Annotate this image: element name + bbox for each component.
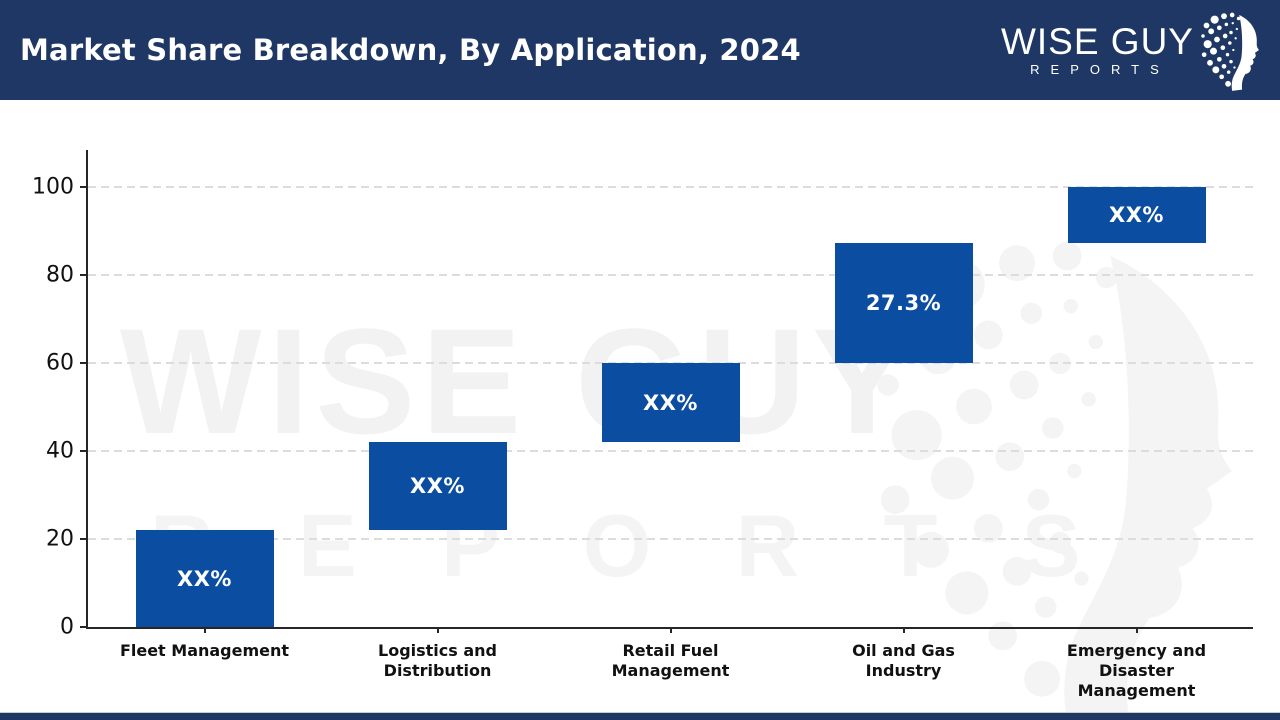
gridline-y-80 (88, 274, 1253, 276)
x-category-label-oil-and-gas-industry: Oil and Gas Industry (852, 641, 955, 680)
y-tick-100 (80, 186, 88, 188)
y-tick-40 (80, 450, 88, 452)
y-tick-60 (80, 362, 88, 364)
bar-value-label: XX% (643, 390, 698, 415)
bar-value-label: XX% (1109, 202, 1164, 227)
chart-area: WISE GUY R E P O R T S 0 20 40 60 80 100 XX% XX… (0, 100, 1280, 712)
brand-logo-text: WISE GUY REPORTS (1001, 23, 1194, 77)
y-tick-label-40: 40 (46, 438, 74, 464)
bar-oil-and-gas-industry: 27.3% (834, 242, 973, 363)
bar-logistics-and-distribution: XX% (368, 442, 507, 531)
x-tick-4 (1135, 627, 1138, 633)
bar-value-label: XX% (410, 474, 465, 499)
y-tick-label-20: 20 (46, 526, 74, 552)
brand-head-icon (1196, 9, 1266, 91)
bar-value-label: XX% (177, 566, 232, 591)
gridline-y-20 (88, 538, 1253, 540)
brand-subname: REPORTS (1030, 62, 1170, 77)
gridline-y-100 (88, 186, 1253, 188)
x-category-label-logistics-and-distribution: Logistics and Distribution (378, 641, 497, 680)
x-category-label-retail-fuel-management: Retail Fuel Management (611, 641, 730, 680)
watermark-brand-text: WISE GUY (120, 297, 919, 465)
bar-retail-fuel-management: XX% (601, 363, 740, 443)
bar-emergency-and-disaster-management: XX% (1067, 187, 1206, 243)
gridline-y-40 (88, 450, 1253, 452)
x-category-label-fleet-management: Fleet Management (119, 641, 290, 660)
brand-name: WISE GUY (1000, 21, 1194, 62)
y-tick-label-0: 0 (60, 614, 74, 640)
page-title: Market Share Breakdown, By Application, … (20, 33, 801, 67)
x-tick-1 (436, 627, 439, 633)
y-tick-20 (80, 538, 88, 540)
x-axis-line (86, 627, 1253, 629)
y-tick-label-80: 80 (46, 262, 74, 288)
x-category-label-emergency-and-disaster-management: Emergency and Disaster Management (1066, 641, 1207, 700)
x-tick-0 (203, 627, 206, 633)
y-tick-label-60: 60 (46, 350, 74, 376)
brand-logo: WISE GUY REPORTS (1001, 9, 1266, 91)
header-bar: Market Share Breakdown, By Application, … (0, 0, 1280, 100)
y-tick-80 (80, 274, 88, 276)
bar-fleet-management: XX% (135, 530, 274, 627)
x-tick-3 (902, 627, 905, 633)
y-tick-label-100: 100 (32, 174, 74, 200)
bar-value-label: 27.3% (865, 290, 942, 315)
y-tick-0 (80, 626, 88, 628)
y-axis-line (86, 150, 88, 629)
x-tick-2 (669, 627, 672, 633)
plot-area: 0 20 40 60 80 100 XX% XX% XX% 27.3% XX% Fleet Manag… (0, 100, 1280, 712)
footer-bar (0, 712, 1280, 720)
